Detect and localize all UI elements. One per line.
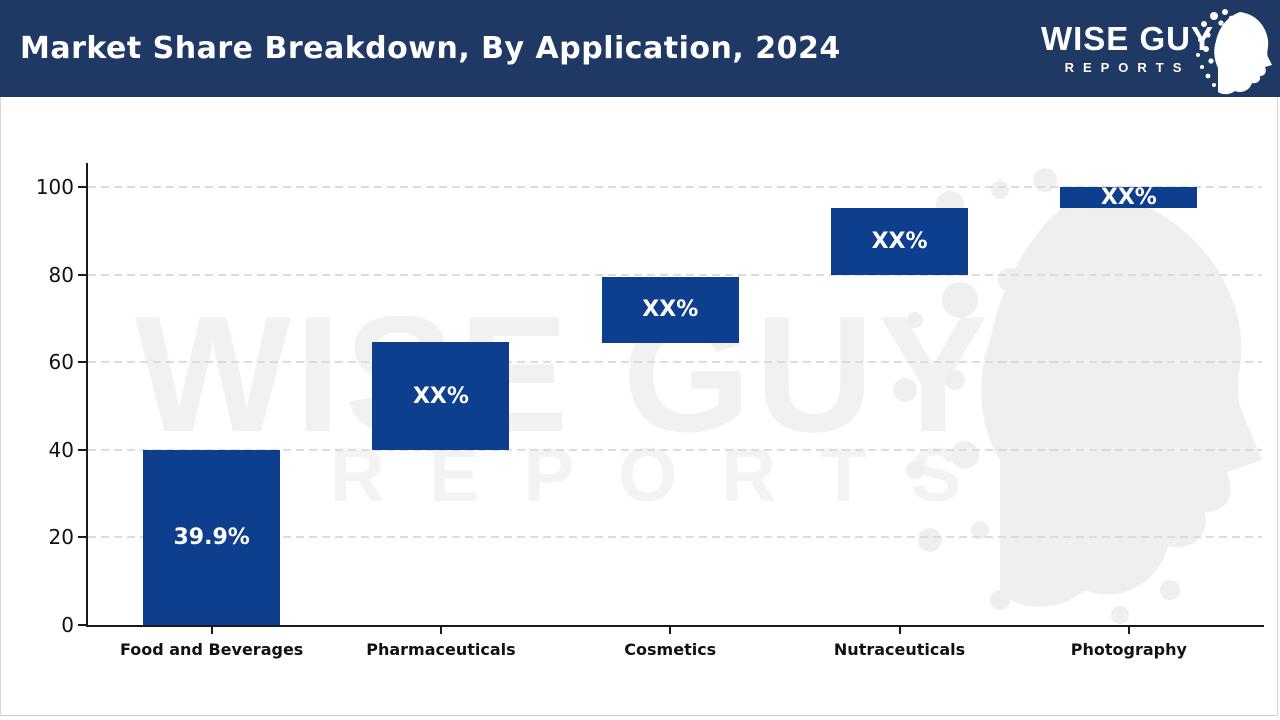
x-category-label: Nutraceuticals (833, 640, 966, 659)
brand-logo-text: WISE GUY REPORTS (1041, 20, 1214, 75)
gridline (88, 361, 1262, 364)
y-tick-label: 0 (61, 613, 74, 637)
logo-head-icon (1196, 9, 1272, 95)
y-tick-label: 60 (48, 350, 74, 375)
header-bar: Market Share Breakdown, By Application, … (0, 0, 1280, 97)
y-tick-label: 20 (48, 525, 74, 550)
x-category-label: Cosmetics (624, 640, 717, 659)
y-tick-mark (78, 361, 86, 364)
watermark-head-icon (893, 168, 1262, 624)
bar-segment: XX% (601, 276, 739, 343)
y-tick-label: 100 (35, 175, 74, 199)
bar-value-label: XX% (642, 297, 699, 323)
bar-value-label: XX% (871, 229, 928, 255)
bar-value-label: XX% (412, 383, 469, 409)
y-tick-mark (78, 273, 86, 276)
y-tick-mark (78, 624, 86, 626)
x-tick-mark (210, 627, 213, 634)
brand-subname: REPORTS (1064, 60, 1191, 75)
x-tick-mark (898, 627, 901, 634)
brand-logo: WISE GUY REPORTS (1041, 6, 1272, 95)
bar-value-label: 39.9% (173, 525, 250, 551)
body-frame (0, 97, 1278, 716)
x-axis-line (86, 625, 1264, 627)
x-category-label: Photography (1070, 640, 1187, 659)
x-category-label: Pharmaceuticals (366, 640, 516, 659)
y-axis-line (86, 163, 88, 627)
y-tick-mark (78, 186, 86, 188)
y-tick-mark (78, 536, 86, 539)
y-tick-mark (78, 448, 86, 451)
brand-name: WISE GUY (1040, 20, 1214, 57)
x-category-label: Food and Beverages (119, 640, 304, 659)
x-tick-mark (669, 627, 672, 634)
bar-segment: XX% (831, 208, 969, 276)
y-tick-label: 40 (48, 437, 74, 462)
gridline (88, 273, 1262, 276)
y-tick-label: 80 (48, 262, 74, 287)
x-tick-mark (1127, 627, 1130, 634)
bar-segment: XX% (372, 342, 510, 451)
gridline (88, 536, 1262, 539)
x-tick-mark (439, 627, 442, 634)
gridline (88, 186, 1262, 188)
page-title: Market Share Breakdown, By Application, … (20, 31, 841, 66)
bar-segment: XX% (1060, 184, 1198, 210)
bar-segment: 39.9% (143, 450, 281, 625)
gridline (88, 448, 1262, 451)
watermark-text-line1: WISE GUY (135, 282, 993, 466)
bar-value-label: XX% (1100, 184, 1157, 210)
